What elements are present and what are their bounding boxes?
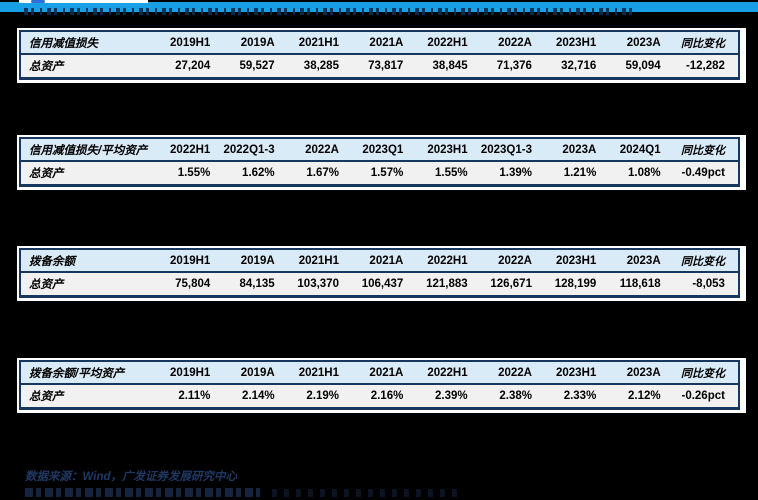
cell-value: 2.12% bbox=[628, 390, 661, 402]
cell-value: 126,671 bbox=[490, 278, 532, 290]
cell-value: 32,716 bbox=[561, 60, 597, 72]
data-table-4: 拨备余额/平均资产 2019H1 2019A 2021H1 2021A 2022H1 202… bbox=[17, 358, 746, 413]
column-header: 2023H1 bbox=[427, 143, 468, 156]
row-label: 总资产 bbox=[29, 279, 64, 291]
table-row: 总资产 1.55% 1.62% 1.67% 1.57% 1.55% 1.39% 1.21% 1.… bbox=[21, 162, 738, 184]
column-header: 2021A bbox=[369, 366, 404, 379]
table-title: 拨备余额/平均资产 bbox=[29, 367, 125, 380]
cell-value: 2.14% bbox=[242, 390, 275, 402]
column-header: 2023H1 bbox=[556, 366, 597, 379]
table-row: 总资产 27,204 59,527 38,285 73,817 38,845 71,376 3… bbox=[21, 55, 738, 77]
data-table-3: 拨备余额 2019H1 2019A 2021H1 2021A 2022H1 2022A 202… bbox=[17, 246, 746, 301]
column-header: 同比变化 bbox=[680, 37, 725, 50]
cell-value: -0.26pct bbox=[681, 390, 725, 402]
bottom-clipped-text-marks bbox=[25, 488, 260, 497]
cell-value: 2.11% bbox=[178, 390, 211, 402]
column-header: 2022H1 bbox=[427, 36, 468, 49]
bottom-clipped-text-marks-faint bbox=[272, 489, 462, 497]
column-header: 2021H1 bbox=[298, 254, 339, 267]
column-header: 2023A bbox=[626, 36, 661, 49]
row-label: 总资产 bbox=[29, 168, 64, 180]
cell-value: 106,437 bbox=[361, 278, 404, 290]
cell-value: 1.39% bbox=[499, 167, 532, 179]
column-header: 同比变化 bbox=[680, 255, 725, 268]
table-header-row: 拨备余额/平均资产 2019H1 2019A 2021H1 2021A 2022H1 202… bbox=[21, 362, 738, 385]
cell-value: 38,285 bbox=[303, 60, 339, 72]
column-header: 2022H1 bbox=[170, 143, 211, 156]
cell-value: -12,282 bbox=[685, 60, 725, 72]
table-title: 信用减值损失/平均资产 bbox=[29, 144, 148, 157]
cell-value: 118,618 bbox=[619, 278, 661, 290]
column-header: 2024Q1 bbox=[619, 143, 661, 156]
cell-value: 38,845 bbox=[432, 60, 468, 72]
column-header: 2021H1 bbox=[298, 36, 339, 49]
cell-value: 75,804 bbox=[175, 278, 211, 290]
cell-value: 73,817 bbox=[368, 60, 404, 72]
data-table-2: 信用减值损失/平均资产 2022H1 2022Q1-3 2022A 2023Q1 2023… bbox=[17, 135, 746, 190]
column-header: 2023H1 bbox=[556, 36, 597, 49]
cell-value: 1.21% bbox=[563, 167, 597, 179]
column-header: 2023A bbox=[626, 254, 661, 267]
column-header: 2022A bbox=[498, 254, 532, 267]
cell-value: 2.16% bbox=[370, 390, 404, 402]
table-header-row: 信用减值损失 2019H1 2019A 2021H1 2021A 2022H1 2022A 2… bbox=[21, 32, 738, 55]
column-header: 2022A bbox=[498, 36, 532, 49]
column-header: 2019H1 bbox=[170, 36, 211, 49]
cell-value: 1.08% bbox=[628, 167, 661, 179]
column-header: 2021A bbox=[369, 36, 404, 49]
cell-value: 103,370 bbox=[297, 278, 339, 290]
cell-value: 27,204 bbox=[175, 60, 211, 72]
cell-value: 1.62% bbox=[242, 167, 275, 179]
table-header-row: 拨备余额 2019H1 2019A 2021H1 2021A 2022H1 2022A 202… bbox=[21, 250, 738, 273]
column-header: 2023Q1 bbox=[362, 143, 404, 156]
column-header: 2023A bbox=[626, 366, 661, 379]
row-label: 总资产 bbox=[29, 391, 64, 403]
cell-value: 84,135 bbox=[239, 278, 275, 290]
table-row: 总资产 75,804 84,135 103,370 106,437 121,883 126,… bbox=[21, 273, 738, 295]
cell-value: -0.49pct bbox=[681, 167, 725, 179]
cell-value: 1.67% bbox=[306, 167, 339, 179]
column-header: 2021H1 bbox=[298, 366, 339, 379]
column-header: 2021A bbox=[369, 254, 404, 267]
table-header-row: 信用减值损失/平均资产 2022H1 2022Q1-3 2022A 2023Q1 2023… bbox=[21, 139, 738, 162]
cell-value: 1.57% bbox=[370, 167, 404, 179]
column-header: 2019H1 bbox=[170, 366, 211, 379]
column-header: 2022A bbox=[498, 366, 532, 379]
cell-value: -8,053 bbox=[692, 278, 725, 290]
cell-value: 59,527 bbox=[239, 60, 275, 72]
cell-value: 2.39% bbox=[435, 390, 468, 402]
column-header: 2023A bbox=[562, 143, 597, 156]
column-header: 2022Q1-3 bbox=[223, 143, 275, 156]
row-label: 总资产 bbox=[29, 61, 64, 73]
column-header: 2019A bbox=[240, 254, 275, 267]
site-logo-fragment bbox=[19, 0, 148, 3]
data-table-1: 信用减值损失 2019H1 2019A 2021H1 2021A 2022H1 2022A 2… bbox=[17, 28, 746, 83]
data-source-note: 数据来源：Wind，广发证券发展研究中心 bbox=[25, 471, 237, 483]
cell-value: 59,094 bbox=[625, 60, 661, 72]
column-header: 2022A bbox=[305, 143, 339, 156]
table-row: 总资产 2.11% 2.14% 2.19% 2.16% 2.39% 2.38% 2.33% 2.… bbox=[21, 385, 738, 407]
cell-value: 121,883 bbox=[426, 278, 468, 290]
cell-value: 1.55% bbox=[177, 167, 211, 179]
cell-value: 2.19% bbox=[306, 390, 339, 402]
table-title: 拨备余额 bbox=[29, 255, 75, 268]
column-header: 同比变化 bbox=[680, 367, 725, 380]
cell-value: 2.38% bbox=[499, 390, 532, 402]
top-blue-bar bbox=[0, 2, 758, 15]
cell-value: 1.55% bbox=[435, 167, 468, 179]
column-header: 2019H1 bbox=[170, 254, 211, 267]
top-bar-clipped-text-marks bbox=[24, 8, 636, 15]
column-header: 2022H1 bbox=[427, 366, 468, 379]
cell-value: 2.33% bbox=[563, 390, 597, 402]
logo-icon bbox=[31, 0, 45, 3]
cell-value: 71,376 bbox=[496, 60, 532, 72]
column-header: 2019A bbox=[240, 36, 275, 49]
column-header: 2022H1 bbox=[427, 254, 468, 267]
column-header: 同比变化 bbox=[680, 144, 725, 157]
column-header: 2023Q1-3 bbox=[480, 143, 532, 156]
table-title: 信用减值损失 bbox=[29, 37, 98, 50]
column-header: 2023H1 bbox=[556, 254, 597, 267]
cell-value: 128,199 bbox=[554, 278, 597, 290]
column-header: 2019A bbox=[240, 366, 275, 379]
